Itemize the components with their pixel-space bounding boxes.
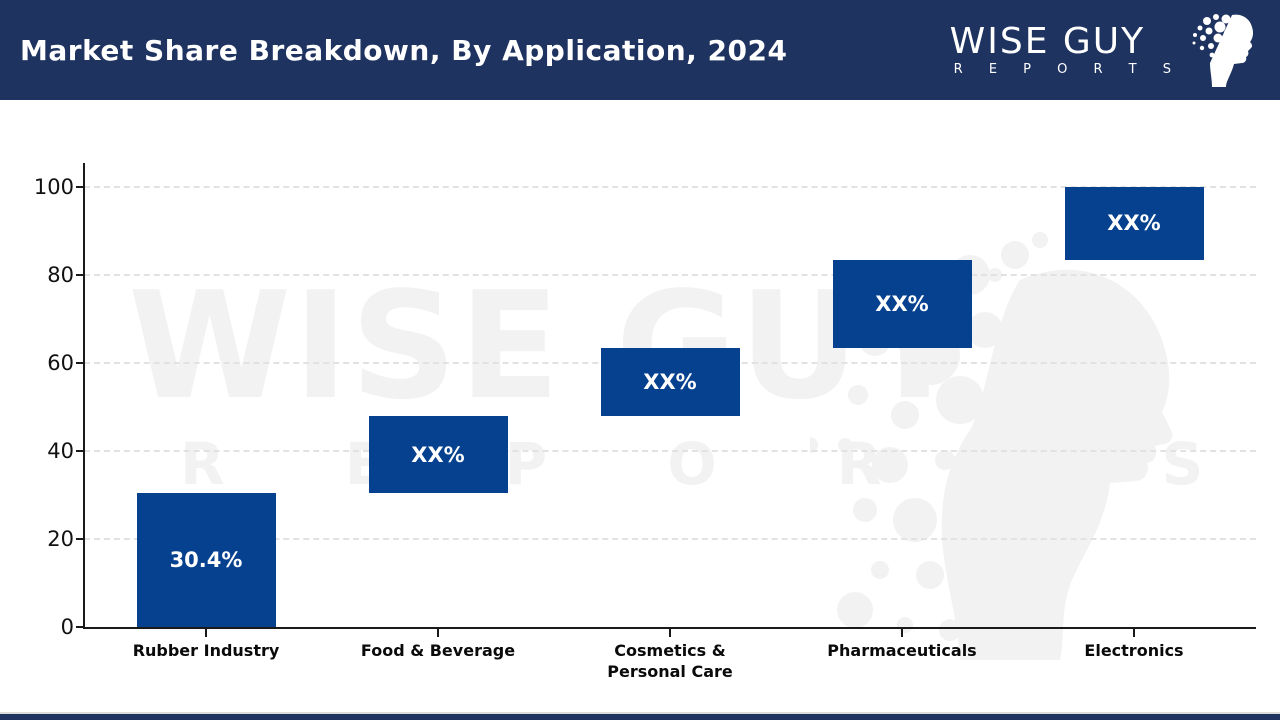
y-tick-label: 60 xyxy=(47,351,74,375)
logo-subtext: R E P O R T S xyxy=(953,61,1182,77)
bar-value-label: XX% xyxy=(875,291,929,316)
brand-logo: WISE GUY R E P O R T S xyxy=(950,7,1262,93)
y-tick-label: 0 xyxy=(60,615,74,639)
x-category-label: Food & Beverage xyxy=(360,641,516,660)
y-tick-label: 80 xyxy=(47,263,74,287)
x-axis-line xyxy=(83,627,1256,629)
footer-divider xyxy=(0,712,1280,714)
y-axis-line xyxy=(83,163,85,628)
gridline-40 xyxy=(84,450,1256,452)
x-tick-mark xyxy=(205,629,207,637)
y-tick-mark xyxy=(76,274,84,276)
x-tick-mark xyxy=(1133,629,1135,637)
x-tick-mark xyxy=(437,629,439,637)
y-tick-mark xyxy=(76,538,84,540)
x-tick-mark xyxy=(901,629,903,637)
bar-value-label: XX% xyxy=(643,369,697,394)
watermark-wordmark: WISE GUY xyxy=(128,260,971,432)
y-tick-mark xyxy=(76,450,84,452)
bar-value-label: 30.4% xyxy=(169,548,243,573)
bar-segment: XX% xyxy=(832,259,972,348)
x-category-label: Cosmetics & Personal Care xyxy=(607,641,733,681)
header-bar: Market Share Breakdown, By Application, … xyxy=(0,0,1280,100)
y-tick-mark xyxy=(76,626,84,628)
y-tick-label: 100 xyxy=(33,175,74,199)
x-category-label: Pharmaceuticals xyxy=(827,641,977,660)
bar-segment: 30.4% xyxy=(136,493,276,627)
y-tick-mark xyxy=(76,186,84,188)
x-category-label: Electronics xyxy=(1084,641,1184,660)
gridline-20 xyxy=(84,538,1256,540)
chart-canvas: WISE GUY R E P O R T S 0 20 40 60 80 100 30.4%… xyxy=(0,100,1280,714)
x-tick-mark xyxy=(669,629,671,637)
page-title: Market Share Breakdown, By Application, … xyxy=(20,33,788,67)
gridline-80 xyxy=(84,274,1256,276)
y-tick-label: 40 xyxy=(47,439,74,463)
brand-logo-text: WISE GUY R E P O R T S xyxy=(949,20,1182,77)
gridline-100 xyxy=(84,186,1256,188)
y-tick-label: 20 xyxy=(47,527,74,551)
x-category-label: Rubber Industry xyxy=(132,641,280,660)
footer-bar xyxy=(0,714,1280,720)
bar-segment: XX% xyxy=(600,347,740,416)
bar-value-label: XX% xyxy=(411,442,465,467)
logo-wordmark: WISE GUY xyxy=(949,20,1146,62)
bar-segment: XX% xyxy=(368,415,508,494)
logo-head-icon xyxy=(1192,14,1254,87)
y-tick-mark xyxy=(76,362,84,364)
bar-value-label: XX% xyxy=(1107,211,1161,236)
bar-segment: XX% xyxy=(1064,187,1204,260)
